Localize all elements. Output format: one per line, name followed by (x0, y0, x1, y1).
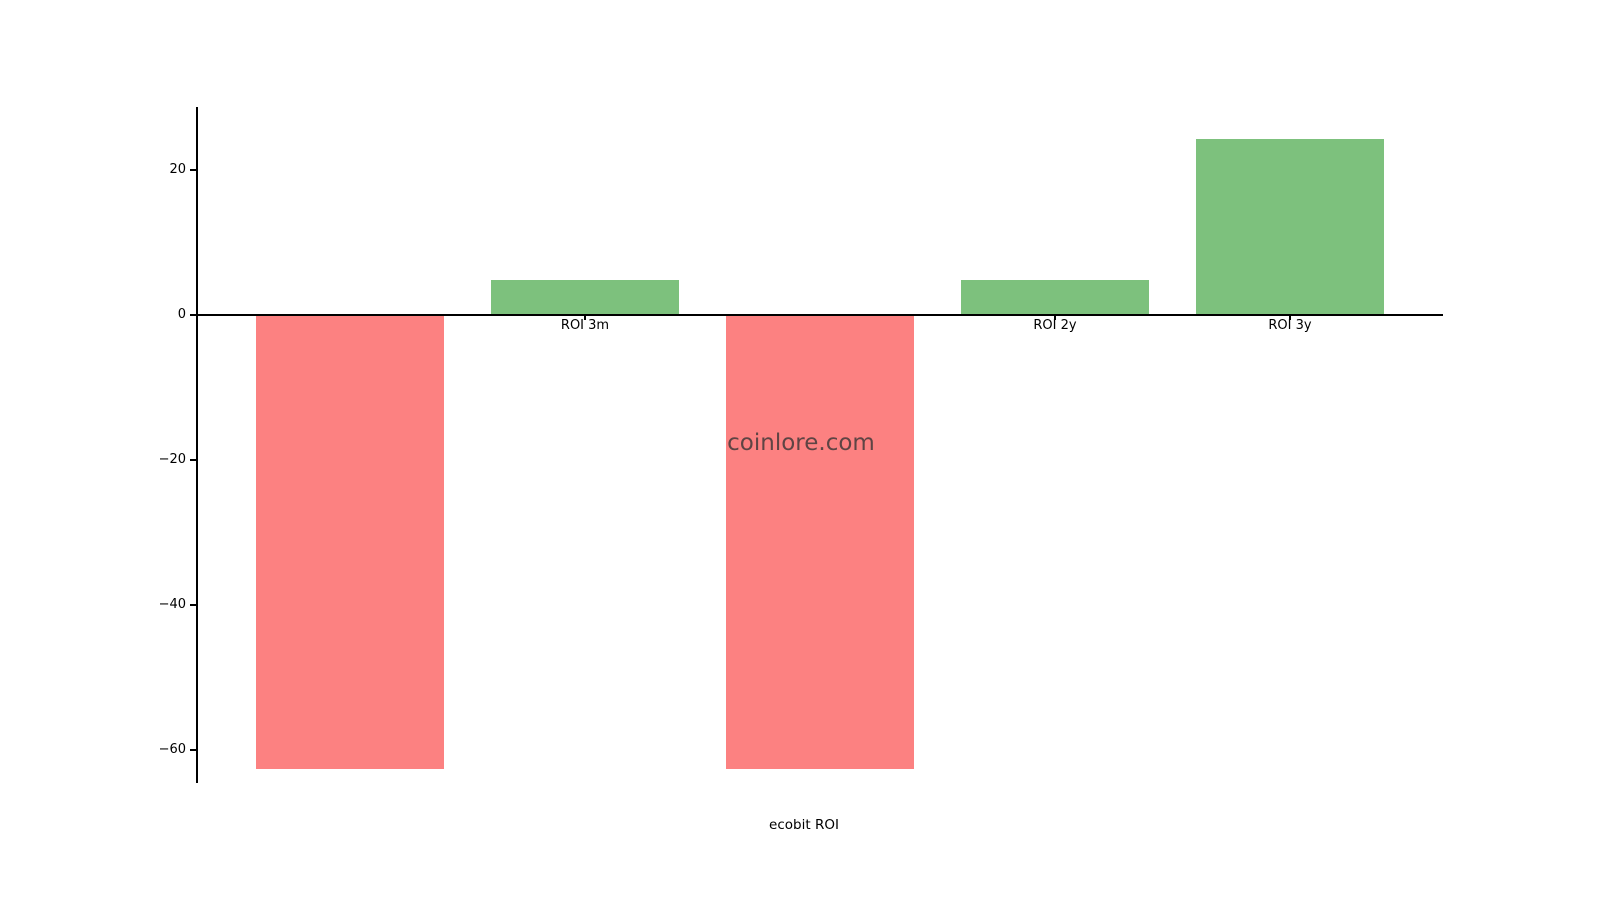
y-tick-label: 20 (169, 162, 186, 177)
watermark-text: coinlore.com (727, 430, 875, 456)
y-tick-mark (190, 604, 197, 606)
y-axis-line (196, 107, 198, 783)
y-tick-label: −40 (158, 597, 186, 612)
bar-roi-3y (1196, 138, 1384, 315)
y-tick-mark (190, 314, 197, 316)
y-tick-mark (190, 749, 197, 751)
x-tick-label: ROI 3y (1268, 317, 1312, 333)
y-tick-label: −60 (158, 742, 186, 757)
x-tick-label: ROI 2y (1033, 317, 1077, 333)
y-tick-label: 0 (177, 307, 186, 322)
x-axis-zero-line (196, 314, 1443, 316)
x-tick-mark (584, 315, 586, 320)
y-tick-mark (190, 169, 197, 171)
bar-roi-2y (961, 280, 1149, 315)
bar-unlabeled-2 (726, 315, 914, 769)
bar-roi-3m (491, 280, 679, 315)
x-tick-mark (1289, 315, 1291, 320)
x-tick-mark (1054, 315, 1056, 320)
chart-title: ecobit ROI (769, 817, 839, 833)
y-tick-mark (190, 459, 197, 461)
bar-unlabeled-0 (256, 315, 444, 769)
x-tick-label: ROI 3m (560, 317, 610, 333)
y-tick-label: −20 (158, 452, 186, 467)
